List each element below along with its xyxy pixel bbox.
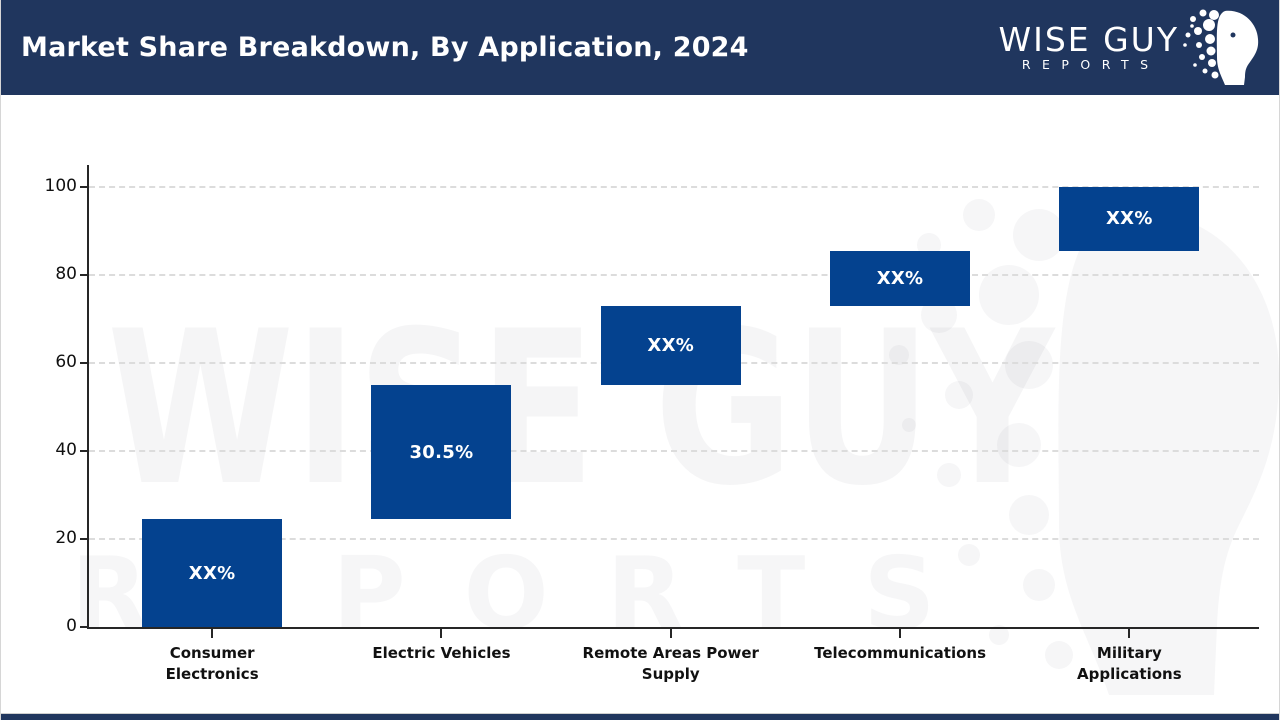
x-category-label: Military Applications bbox=[1077, 644, 1182, 683]
y-tick-mark bbox=[80, 186, 89, 188]
y-tick-label: 100 bbox=[44, 176, 77, 196]
logo-subtitle: REPORTS bbox=[1021, 57, 1160, 73]
footer-bar bbox=[1, 714, 1279, 720]
x-tick-mark bbox=[899, 629, 902, 638]
bar-2: 30.5% bbox=[371, 385, 512, 520]
gridline-100 bbox=[89, 186, 1259, 188]
y-tick-label: 20 bbox=[55, 528, 77, 548]
x-category-label: Consumer Electronics bbox=[165, 644, 259, 683]
x-tick-mark bbox=[211, 629, 214, 638]
chart-area: WISE GUY REPORTS 0 20 40 60 80 100 XX% Consumer… bbox=[1, 95, 1279, 714]
logo-head-icon bbox=[1183, 9, 1259, 85]
bar-value-label: XX% bbox=[188, 562, 236, 584]
plot-region: 0 20 40 60 80 100 XX% Consumer Electronics 30.5%… bbox=[1, 95, 1279, 714]
y-tick-mark bbox=[80, 362, 89, 364]
y-tick-mark bbox=[80, 274, 89, 276]
bar-5: XX% bbox=[1059, 187, 1200, 251]
bar-1: XX% bbox=[142, 519, 283, 627]
gridline-80 bbox=[89, 274, 1259, 276]
y-tick-mark bbox=[80, 626, 89, 628]
x-tick-mark bbox=[669, 629, 672, 638]
logo-wordmark: WISE GUY bbox=[998, 20, 1179, 60]
header-bar: Market Share Breakdown, By Application, … bbox=[1, 0, 1279, 95]
y-tick-label: 0 bbox=[66, 616, 77, 636]
x-category-label: Telecommunications bbox=[814, 644, 986, 662]
footer-divider bbox=[1, 713, 1279, 714]
bar-value-label: XX% bbox=[647, 334, 695, 356]
bar-3: XX% bbox=[600, 305, 741, 385]
bar-4: XX% bbox=[830, 250, 971, 306]
wise-guy-logo: WISE GUY REPORTS bbox=[998, 5, 1261, 91]
x-tick-mark bbox=[1128, 629, 1131, 638]
y-tick-mark bbox=[80, 450, 89, 452]
bar-value-label: XX% bbox=[1105, 208, 1153, 230]
gridline-40 bbox=[89, 450, 1259, 452]
gridline-20 bbox=[89, 538, 1259, 540]
y-tick-label: 60 bbox=[55, 352, 77, 372]
logo-text: WISE GUY REPORTS bbox=[998, 23, 1179, 72]
bar-value-label: XX% bbox=[876, 267, 924, 289]
y-tick-label: 40 bbox=[55, 440, 77, 460]
page-title: Market Share Breakdown, By Application, … bbox=[21, 32, 749, 63]
y-tick-label: 80 bbox=[55, 264, 77, 284]
x-category-label: Electric Vehicles bbox=[372, 644, 511, 662]
y-tick-mark bbox=[80, 538, 89, 540]
y-axis bbox=[87, 165, 89, 629]
x-tick-mark bbox=[440, 629, 443, 638]
x-category-label: Remote Areas Power Supply bbox=[582, 644, 759, 683]
x-axis bbox=[87, 627, 1259, 629]
bar-value-label: 30.5% bbox=[409, 441, 474, 463]
